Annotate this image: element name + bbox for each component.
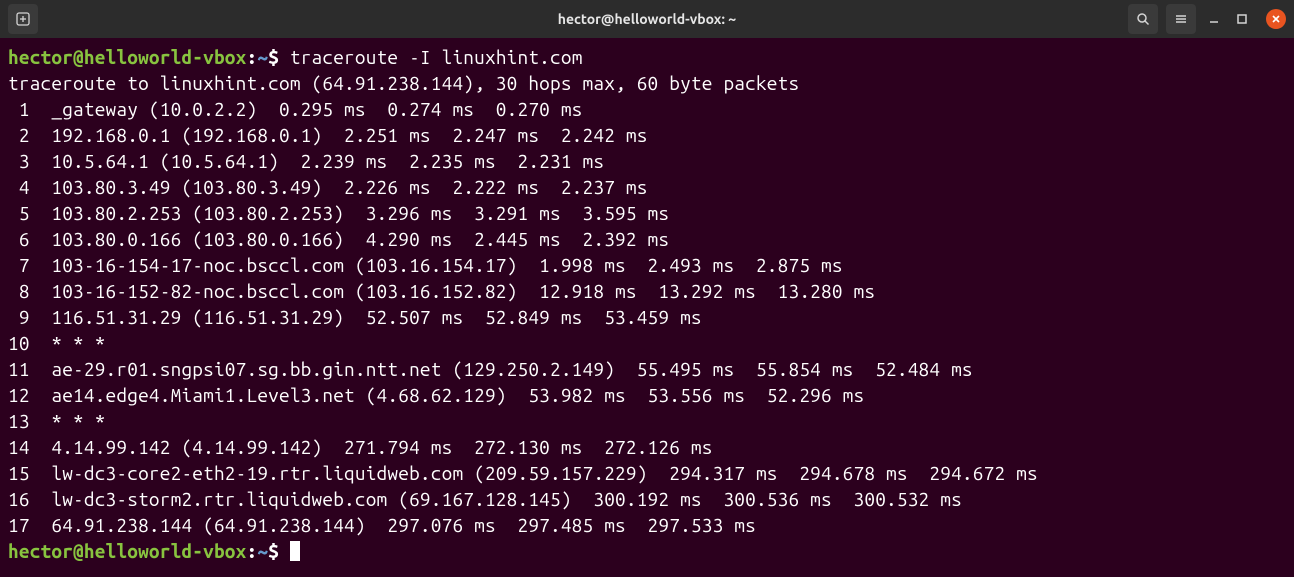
- minimize-button[interactable]: [1204, 9, 1224, 29]
- hop-row: 6 103.80.0.166 (103.80.0.166) 4.290 ms 2…: [8, 226, 1286, 252]
- titlebar: hector@helloworld-vbox: ~: [0, 0, 1294, 38]
- hop-line: 4 103.80.3.49 (103.80.3.49) 2.226 ms 2.2…: [8, 176, 648, 198]
- hop-row: 3 10.5.64.1 (10.5.64.1) 2.239 ms 2.235 m…: [8, 148, 1286, 174]
- hop-row: 15 lw-dc3-core2-eth2-19.rtr.liquidweb.co…: [8, 460, 1286, 486]
- hop-line: 9 116.51.31.29 (116.51.31.29) 52.507 ms …: [8, 306, 702, 328]
- hop-line: 13 * * *: [8, 410, 106, 432]
- hop-line: 2 192.168.0.1 (192.168.0.1) 2.251 ms 2.2…: [8, 124, 648, 146]
- command-line: hector@helloworld-vbox:~$ traceroute -I …: [8, 44, 1286, 70]
- search-button[interactable]: [1128, 4, 1158, 34]
- hop-row: 9 116.51.31.29 (116.51.31.29) 52.507 ms …: [8, 304, 1286, 330]
- hop-line: 7 103-16-154-17-noc.bsccl.com (103.16.15…: [8, 254, 843, 276]
- hop-line: 15 lw-dc3-core2-eth2-19.rtr.liquidweb.co…: [8, 462, 1038, 484]
- hop-line: 10 * * *: [8, 332, 106, 354]
- hop-line: 16 lw-dc3-storm2.rtr.liquidweb.com (69.1…: [8, 488, 962, 510]
- hop-row: 13 * * *: [8, 408, 1286, 434]
- traceroute-header: traceroute to linuxhint.com (64.91.238.1…: [8, 72, 799, 94]
- hop-row: 12 ae14.edge4.Miami1.Level3.net (4.68.62…: [8, 382, 1286, 408]
- prompt-colon: :: [246, 46, 257, 68]
- hop-row: 4 103.80.3.49 (103.80.3.49) 2.226 ms 2.2…: [8, 174, 1286, 200]
- hop-line: 5 103.80.2.253 (103.80.2.253) 3.296 ms 3…: [8, 202, 669, 224]
- window-title: hector@helloworld-vbox: ~: [558, 11, 736, 27]
- hop-row: 8 103-16-152-82-noc.bsccl.com (103.16.15…: [8, 278, 1286, 304]
- hop-line: 3 10.5.64.1 (10.5.64.1) 2.239 ms 2.235 m…: [8, 150, 604, 172]
- prompt-path: ~: [257, 540, 268, 562]
- menu-button[interactable]: [1166, 4, 1196, 34]
- hop-row: 5 103.80.2.253 (103.80.2.253) 3.296 ms 3…: [8, 200, 1286, 226]
- cursor: [290, 541, 300, 561]
- terminal-body[interactable]: hector@helloworld-vbox:~$ traceroute -I …: [0, 38, 1294, 572]
- hop-row: 1 _gateway (10.0.2.2) 0.295 ms 0.274 ms …: [8, 96, 1286, 122]
- hop-row: 10 * * *: [8, 330, 1286, 356]
- hop-row: 14 4.14.99.142 (4.14.99.142) 271.794 ms …: [8, 434, 1286, 460]
- hop-line: 17 64.91.238.144 (64.91.238.144) 297.076…: [8, 514, 756, 536]
- prompt-colon: :: [246, 540, 257, 562]
- prompt-user: hector@helloworld-vbox: [8, 540, 246, 562]
- hop-row: 7 103-16-154-17-noc.bsccl.com (103.16.15…: [8, 252, 1286, 278]
- hop-row: 2 192.168.0.1 (192.168.0.1) 2.251 ms 2.2…: [8, 122, 1286, 148]
- hop-line: 8 103-16-152-82-noc.bsccl.com (103.16.15…: [8, 280, 875, 302]
- hop-line: 6 103.80.0.166 (103.80.0.166) 4.290 ms 2…: [8, 228, 669, 250]
- hop-line: 11 ae-29.r01.sngpsi07.sg.bb.gin.ntt.net …: [8, 358, 973, 380]
- hop-row: 17 64.91.238.144 (64.91.238.144) 297.076…: [8, 512, 1286, 538]
- hop-row: 16 lw-dc3-storm2.rtr.liquidweb.com (69.1…: [8, 486, 1286, 512]
- close-button[interactable]: [1266, 9, 1286, 29]
- hop-line: 12 ae14.edge4.Miami1.Level3.net (4.68.62…: [8, 384, 864, 406]
- prompt-line: hector@helloworld-vbox:~$: [8, 538, 1286, 564]
- traceroute-header-line: traceroute to linuxhint.com (64.91.238.1…: [8, 70, 1286, 96]
- prompt-symbol: $: [268, 46, 290, 68]
- hop-line: 1 _gateway (10.0.2.2) 0.295 ms 0.274 ms …: [8, 98, 583, 120]
- hop-row: 11 ae-29.r01.sngpsi07.sg.bb.gin.ntt.net …: [8, 356, 1286, 382]
- titlebar-left: [8, 4, 38, 34]
- titlebar-right: [1128, 4, 1286, 34]
- hop-line: 14 4.14.99.142 (4.14.99.142) 271.794 ms …: [8, 436, 713, 458]
- prompt-path: ~: [257, 46, 268, 68]
- command-text: traceroute -I linuxhint.com: [290, 46, 583, 68]
- prompt-symbol: $: [268, 540, 290, 562]
- maximize-button[interactable]: [1232, 9, 1252, 29]
- prompt-user: hector@helloworld-vbox: [8, 46, 246, 68]
- new-tab-button[interactable]: [8, 4, 38, 34]
